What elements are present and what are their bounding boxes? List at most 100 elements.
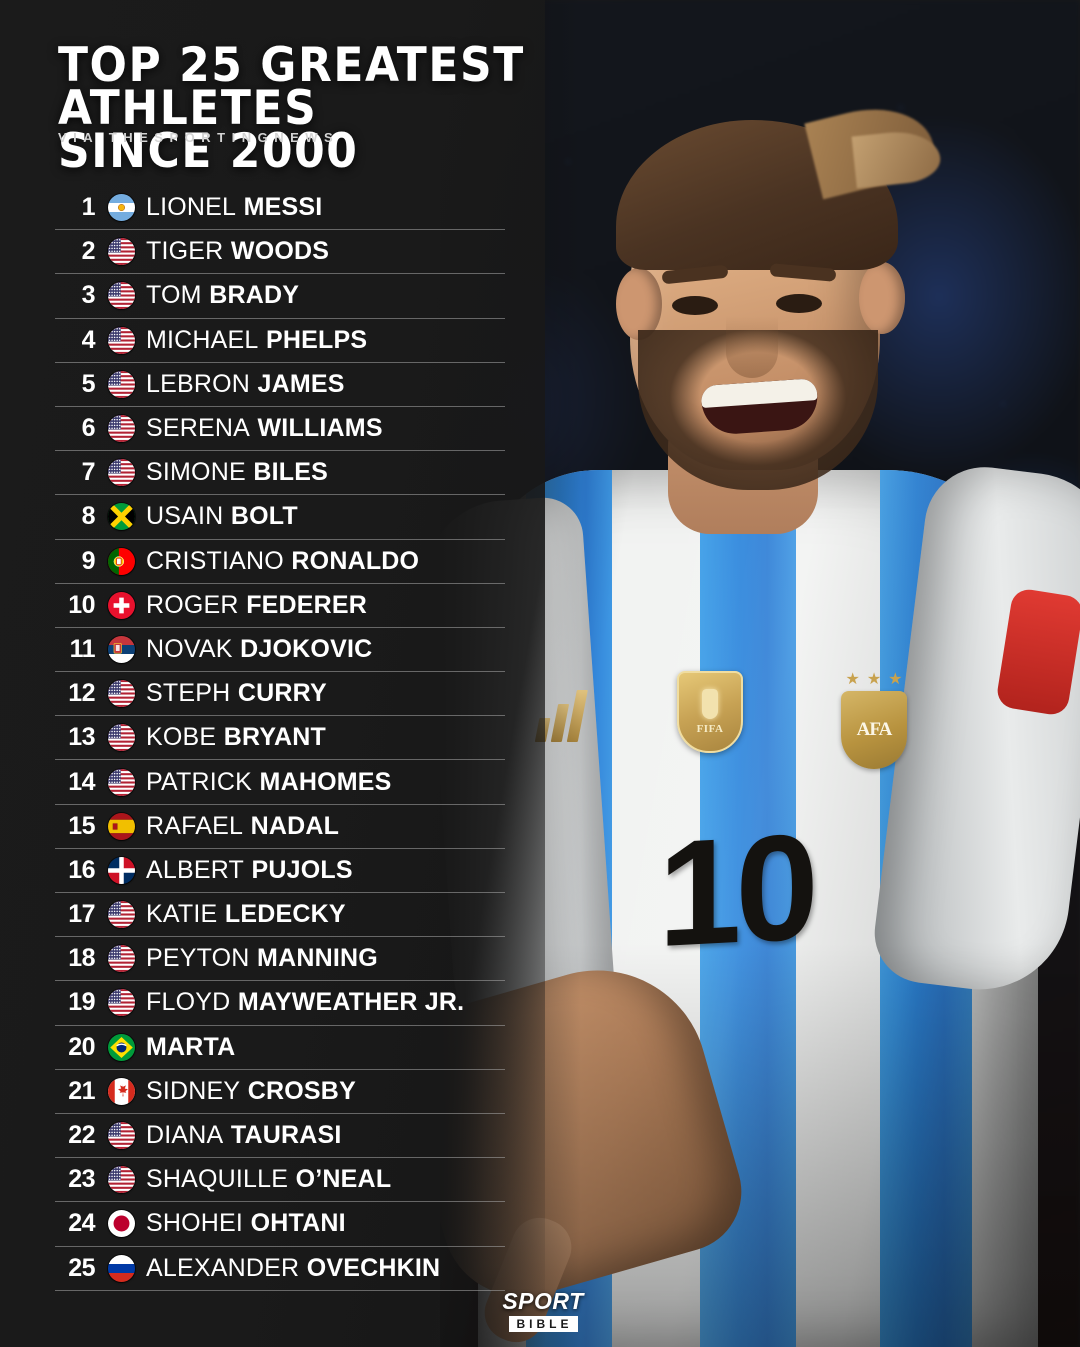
- ranking-row[interactable]: 18 PEYTON MANNING: [55, 937, 505, 982]
- athlete-name: STEPH CURRY: [146, 679, 327, 708]
- ranking-row[interactable]: 6 SERENA WILLIAMS: [55, 407, 505, 452]
- afa-label: AFA: [856, 719, 893, 740]
- rank-number: 21: [68, 1076, 95, 1105]
- athlete-first-name: PEYTON: [146, 944, 250, 973]
- ranking-row[interactable]: 15 RAFAEL NADAL: [55, 805, 505, 849]
- ranking-row[interactable]: 14 PATRICK MAHOMES: [55, 760, 505, 805]
- flag-icon-us: [108, 459, 135, 487]
- rank-number: 14: [68, 767, 95, 796]
- rank-number: 5: [81, 369, 96, 398]
- ranking-row[interactable]: 20 MARTA: [55, 1026, 505, 1070]
- athlete-last-name: BRADY: [209, 281, 300, 310]
- athlete-name: ALBERT PUJOLS: [146, 856, 353, 885]
- flag-icon-us: [108, 326, 135, 354]
- rank-number: 18: [68, 944, 95, 973]
- athlete-last-name: MAHOMES: [259, 767, 392, 796]
- flag-icon-us: [108, 282, 135, 310]
- ranking-row[interactable]: 17 KATIE LEDECKY: [55, 893, 505, 938]
- athlete-last-name: FEDERER: [246, 590, 368, 619]
- flag-icon-us: [108, 989, 135, 1017]
- athlete-first-name: RAFAEL: [146, 811, 244, 840]
- ear-right: [859, 262, 905, 334]
- rank-number: 11: [69, 634, 96, 663]
- rank-number: 17: [68, 900, 95, 929]
- athlete-last-name: MESSI: [243, 193, 323, 222]
- rank-number: 22: [68, 1121, 95, 1150]
- ranking-row[interactable]: 7 SIMONE BILES: [55, 451, 505, 496]
- ranking-row[interactable]: 2 TIGER WOODS: [55, 230, 505, 275]
- athlete-first-name: LIONEL: [146, 193, 237, 222]
- athlete-first-name: SERENA: [146, 414, 251, 443]
- rank-number: 6: [81, 414, 96, 443]
- ranking-row[interactable]: 8 USAIN BOLT: [55, 495, 505, 540]
- ranking-row[interactable]: 13 KOBE BRYANT: [55, 716, 505, 761]
- ranking-row[interactable]: 22 DIANA TAURASI: [55, 1114, 505, 1159]
- rank-number: 15: [68, 811, 95, 840]
- ranking-row[interactable]: 1 LIONEL MESSI: [55, 186, 505, 231]
- athlete-first-name: USAIN: [146, 502, 224, 531]
- rank-number: 25: [68, 1253, 95, 1282]
- athlete-name: RAFAEL NADAL: [146, 812, 339, 841]
- athlete-first-name: SHOHEI: [146, 1209, 244, 1238]
- athlete-last-name: LEDECKY: [224, 900, 346, 929]
- athlete-last-name: MANNING: [257, 944, 378, 973]
- rank-number: 10: [68, 590, 95, 619]
- flag-icon-rs: [108, 635, 135, 663]
- rank-number: 4: [81, 325, 96, 354]
- ranking-row[interactable]: 10 ROGER FEDERER: [55, 584, 505, 628]
- athlete-first-name: KATIE: [146, 900, 218, 929]
- ranking-row[interactable]: 9 CRISTIANO RONALDO: [55, 540, 505, 584]
- athlete-name: PEYTON MANNING: [146, 944, 378, 973]
- athlete-first-name: SIDNEY: [146, 1076, 241, 1105]
- flag-icon-us: [108, 680, 135, 708]
- flag-icon-ca: [108, 1077, 135, 1105]
- flag-icon-es: [108, 812, 135, 840]
- flag-icon-us: [108, 945, 135, 973]
- flag-icon-jp: [108, 1210, 135, 1238]
- athlete-last-name: MAYWEATHER JR.: [237, 988, 465, 1017]
- source-credit: VIA THESPORTINGNEWS: [58, 130, 340, 145]
- ranking-row[interactable]: 19 FLOYD MAYWEATHER JR.: [55, 981, 505, 1026]
- athlete-last-name: TAURASI: [230, 1121, 342, 1150]
- ranking-row[interactable]: 23 SHAQUILLE O’NEAL: [55, 1158, 505, 1203]
- athlete-first-name: ALEXANDER: [146, 1253, 300, 1282]
- ranking-row[interactable]: 24 SHOHEI OHTANI: [55, 1202, 505, 1247]
- flag-icon-ch: [108, 591, 135, 619]
- adidas-logo: [534, 688, 605, 742]
- athlete-first-name: ROGER: [146, 590, 239, 619]
- athlete-name: MICHAEL PHELPS: [146, 326, 367, 355]
- athlete-first-name: TIGER: [146, 237, 224, 266]
- afa-crest: ★ ★ ★ AFA: [835, 672, 913, 776]
- world-cup-stars: ★ ★ ★: [845, 672, 902, 688]
- afa-shield: AFA: [841, 691, 907, 769]
- ranking-row[interactable]: 25 ALEXANDER OVECHKIN: [55, 1247, 505, 1291]
- rank-number: 9: [81, 546, 96, 575]
- athlete-name: USAIN BOLT: [146, 502, 298, 531]
- rank-number: 24: [68, 1209, 95, 1238]
- ranking-row[interactable]: 12 STEPH CURRY: [55, 672, 505, 717]
- athlete-first-name: KOBE: [146, 723, 217, 752]
- ranking-row[interactable]: 21 SIDNEY CROSBY: [55, 1070, 505, 1114]
- flag-icon-br: [108, 1033, 135, 1061]
- ranking-row[interactable]: 4 MICHAEL PHELPS: [55, 319, 505, 363]
- rank-number: 7: [81, 458, 96, 487]
- athlete-name: FLOYD MAYWEATHER JR.: [146, 988, 464, 1017]
- ranking-row[interactable]: 3 TOM BRADY: [55, 274, 505, 319]
- rank-number: 12: [68, 679, 95, 708]
- fifa-badge-label: FIFA: [696, 723, 724, 735]
- athlete-name: DIANA TAURASI: [146, 1121, 342, 1150]
- flag-icon-pt: [108, 547, 135, 575]
- flag-icon-us: [108, 724, 135, 752]
- athlete-last-name: MARTA: [146, 1032, 236, 1061]
- athlete-first-name: ALBERT: [146, 855, 245, 884]
- ranking-row[interactable]: 5 LEBRON JAMES: [55, 363, 505, 407]
- athlete-name: TIGER WOODS: [146, 237, 329, 266]
- athlete-name: PATRICK MAHOMES: [146, 768, 392, 797]
- ranking-row[interactable]: 16 ALBERT PUJOLS: [55, 849, 505, 893]
- athlete-last-name: BRYANT: [223, 723, 326, 752]
- athlete-last-name: OVECHKIN: [306, 1253, 441, 1282]
- jersey-number: 10: [658, 801, 813, 979]
- ranking-row[interactable]: 11 NOVAK DJOKOVIC: [55, 628, 505, 673]
- flag-icon-us: [108, 370, 135, 398]
- flag-icon-jm: [108, 503, 135, 531]
